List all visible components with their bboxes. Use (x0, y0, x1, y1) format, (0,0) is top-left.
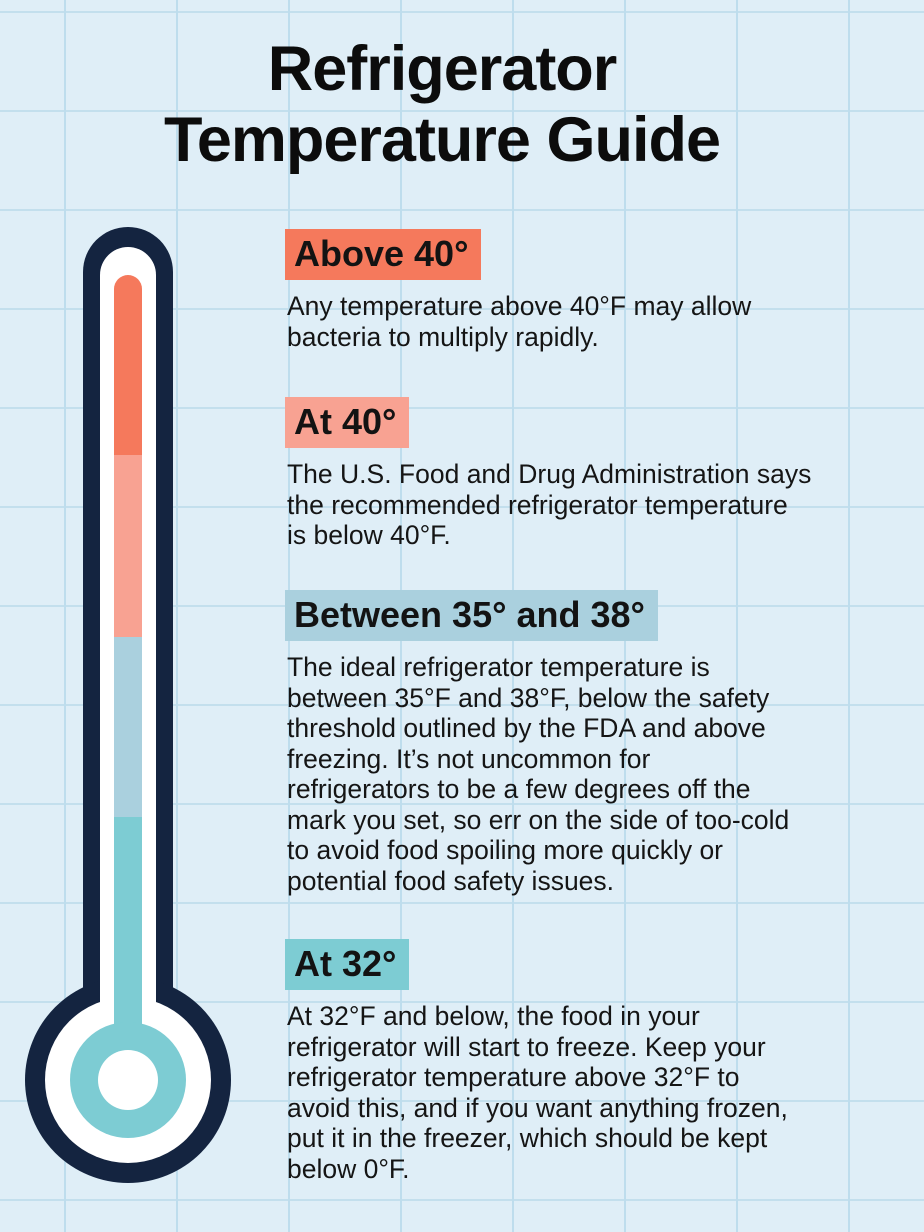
body-line: is below 40°F. (287, 520, 451, 550)
section-above-40: Above 40° Any temperature above 40°F may… (285, 229, 751, 352)
body-line: Any temperature above 40°F may allow (287, 291, 752, 321)
page-title: Refrigerator Temperature Guide (0, 34, 884, 176)
section-heading-badge: Between 35° and 38° (285, 590, 658, 641)
body-line: refrigerator will start to freeze. Keep … (287, 1031, 766, 1062)
body-line: freezing. It’s not uncommon for (287, 743, 651, 774)
section-body: At 32°F and below, the food in your refr… (287, 1001, 788, 1184)
body-line: below 0°F. (287, 1153, 410, 1184)
section-at-32: At 32° At 32°F and below, the food in yo… (285, 939, 788, 1184)
segment-at-40 (114, 455, 142, 637)
body-line: refrigerators to be a few degrees off th… (287, 774, 751, 804)
segment-above-40 (114, 275, 142, 455)
body-line: The ideal refrigerator temperature is (287, 652, 710, 682)
title-line-1: Refrigerator (267, 34, 618, 104)
section-body: The ideal refrigerator temperature is be… (287, 652, 789, 896)
section-heading-badge: Above 40° (285, 229, 482, 280)
body-line: between 35°F and 38°F, below the safety (287, 682, 770, 713)
body-line: mark you set, so err on the side of too-… (287, 804, 790, 835)
body-line: put it in the freezer, which should be k… (287, 1123, 768, 1153)
title-line-2: Temperature Guide (164, 105, 721, 175)
body-line: bacteria to multiply rapidly. (287, 321, 599, 352)
bulb-ring-hole (98, 1050, 158, 1110)
body-line: At 32°F and below, the food in your (287, 1001, 700, 1031)
body-line: threshold outlined by the FDA and above (287, 713, 766, 743)
body-line: The U.S. Food and Drug Administration sa… (287, 459, 812, 489)
body-line: potential food safety issues. (287, 865, 615, 896)
section-body: The U.S. Food and Drug Administration sa… (287, 459, 811, 551)
body-line: the recommended refrigerator temperature (287, 489, 788, 520)
thermometer-icon (25, 227, 231, 1183)
section-at-40: At 40° The U.S. Food and Drug Administra… (285, 397, 811, 551)
body-line: to avoid food spoiling more quickly or (287, 835, 724, 865)
section-between-35-and-38: Between 35° and 38° The ideal refrigerat… (285, 590, 789, 896)
section-heading-badge: At 40° (285, 397, 410, 448)
body-line: avoid this, and if you want anything fro… (287, 1092, 788, 1123)
body-line: refrigerator temperature above 32°F to (287, 1062, 740, 1092)
section-body: Any temperature above 40°F may allow bac… (287, 291, 751, 352)
section-heading-badge: At 32° (285, 939, 410, 990)
segment-between-35-38 (114, 637, 142, 817)
